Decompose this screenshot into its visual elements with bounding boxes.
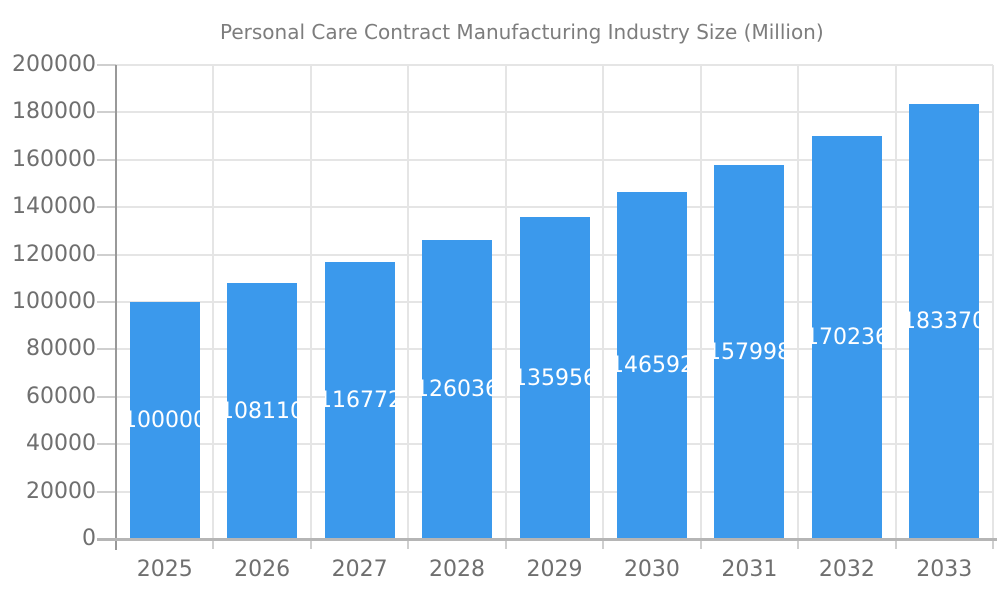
bar-value-label: 183370: [909, 309, 979, 334]
y-axis-line: [115, 65, 117, 550]
bar: 108110: [227, 283, 297, 539]
x-axis-line: [97, 538, 997, 541]
gridline-horizontal: [116, 111, 993, 114]
gridline-vertical: [309, 65, 312, 539]
bar: 126036: [422, 240, 492, 539]
gridline-vertical: [894, 65, 897, 539]
y-tick-label: 40000: [26, 431, 96, 457]
bar: 135956: [520, 217, 590, 539]
bar: 146592: [617, 192, 687, 539]
x-axis-tick-mark: [992, 540, 994, 549]
y-tick-label: 100000: [12, 289, 96, 314]
bar: 170236: [812, 136, 882, 539]
bar: 157998: [714, 165, 784, 539]
y-tick-label: 0: [82, 526, 96, 551]
y-axis-tick-mark: [97, 206, 116, 209]
bar: 116772: [325, 262, 395, 539]
bar-value-label: 108110: [227, 398, 297, 424]
y-tick-label: 180000: [12, 99, 96, 125]
bar: 100000: [130, 302, 200, 539]
bar-value-label: 135956: [520, 365, 590, 391]
legend-swatch: [126, 21, 205, 43]
x-tick-label: 2028: [429, 557, 486, 582]
y-axis-tick-mark: [97, 490, 116, 493]
x-axis-tick-mark: [602, 540, 605, 549]
gridline-vertical: [992, 65, 994, 539]
bar-value-label: 157998: [714, 339, 784, 365]
gridline-vertical: [797, 65, 800, 539]
chart-title: Personal Care Contract Manufacturing Ind…: [220, 20, 824, 44]
bar-value-label: 126036: [422, 377, 492, 402]
bar: 183370: [909, 104, 979, 539]
y-axis-tick-mark: [97, 301, 116, 303]
y-tick-label: 120000: [12, 241, 96, 267]
x-tick-label: 2026: [234, 557, 291, 582]
gridline-vertical: [212, 65, 215, 539]
x-tick-label: 2030: [623, 557, 680, 582]
gridline-horizontal: [116, 64, 993, 66]
x-axis-tick-mark: [504, 540, 507, 549]
x-tick-label: 2033: [916, 557, 973, 582]
x-tick-label: 2025: [136, 557, 193, 582]
x-axis-tick-mark: [797, 540, 800, 549]
y-tick-label: 140000: [12, 194, 96, 220]
bar-value-label: 146592: [617, 353, 687, 378]
gridline-vertical: [699, 65, 702, 539]
x-tick-label: 2029: [526, 557, 583, 582]
y-axis-tick-mark: [97, 443, 116, 446]
y-axis-tick-mark: [97, 111, 116, 114]
gridline-vertical: [602, 65, 605, 539]
y-axis-tick-mark: [97, 64, 116, 66]
y-axis-tick-mark: [97, 395, 116, 398]
x-axis-tick-mark: [407, 540, 410, 549]
y-axis-tick-mark: [97, 253, 116, 256]
y-axis-tick-mark: [97, 158, 116, 161]
gridline-vertical: [504, 65, 507, 539]
y-tick-label: 160000: [12, 146, 96, 172]
x-tick-label: 2032: [818, 557, 875, 582]
x-tick-label: 2027: [331, 557, 388, 582]
y-tick-label: 20000: [26, 478, 96, 504]
y-tick-label: 80000: [26, 336, 96, 362]
x-axis-tick-mark: [309, 540, 312, 549]
x-tick-label: 2031: [721, 557, 778, 582]
gridline-vertical: [407, 65, 410, 539]
bar-value-label: 170236: [812, 325, 882, 350]
x-axis-tick-mark: [699, 540, 702, 549]
x-axis-tick-mark: [894, 540, 897, 549]
x-axis-tick-mark: [212, 540, 215, 549]
y-tick-label: 200000: [12, 52, 96, 77]
bar-value-label: 100000: [130, 408, 200, 433]
bar-value-label: 116772: [325, 388, 395, 413]
y-tick-label: 60000: [26, 383, 96, 409]
gridline-horizontal: [116, 158, 993, 161]
y-axis-tick-mark: [97, 348, 116, 351]
gridline-horizontal: [116, 206, 993, 209]
